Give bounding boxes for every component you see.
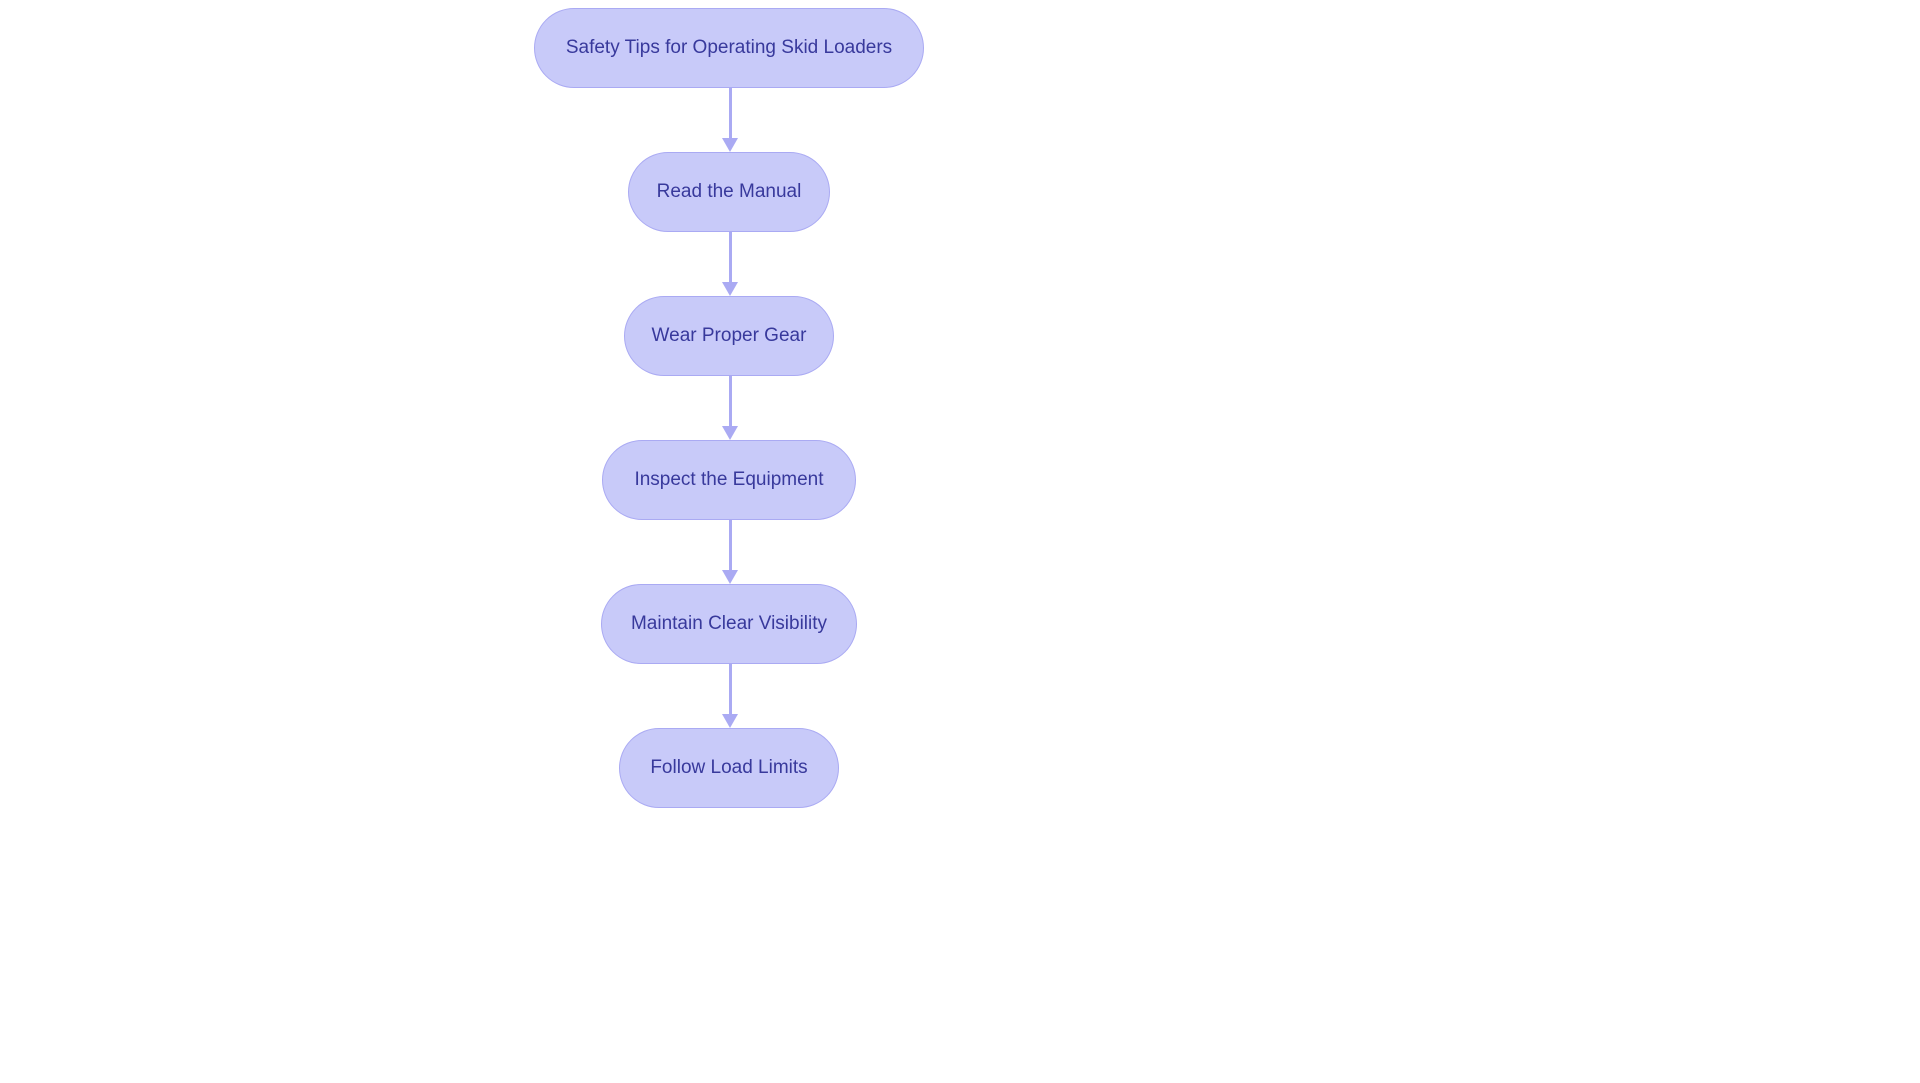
node-label: Inspect the Equipment — [634, 469, 823, 491]
arrow-head-icon — [722, 714, 738, 728]
node-gear: Wear Proper Gear — [624, 296, 834, 376]
node-label: Wear Proper Gear — [652, 325, 807, 347]
flowchart-container: Safety Tips for Operating Skid Loaders R… — [530, 8, 930, 1075]
node-manual: Read the Manual — [628, 152, 830, 232]
node-load: Follow Load Limits — [619, 728, 839, 808]
arrow-head-icon — [722, 138, 738, 152]
arrow-line — [729, 232, 732, 282]
node-label: Follow Load Limits — [650, 757, 807, 779]
arrow-line — [729, 376, 732, 426]
arrow — [722, 520, 738, 584]
arrow — [722, 232, 738, 296]
node-label: Safety Tips for Operating Skid Loaders — [566, 37, 892, 59]
arrow — [722, 88, 738, 152]
arrow-head-icon — [722, 282, 738, 296]
node-label: Maintain Clear Visibility — [631, 613, 827, 635]
node-inspect: Inspect the Equipment — [602, 440, 856, 520]
node-visibility: Maintain Clear Visibility — [601, 584, 857, 664]
arrow-line — [729, 520, 732, 570]
arrow-head-icon — [722, 570, 738, 584]
node-label: Read the Manual — [657, 181, 802, 203]
arrow-line — [729, 664, 732, 714]
arrow-head-icon — [722, 426, 738, 440]
arrow-line — [729, 88, 732, 138]
arrow — [722, 664, 738, 728]
node-title: Safety Tips for Operating Skid Loaders — [534, 8, 924, 88]
arrow — [722, 376, 738, 440]
